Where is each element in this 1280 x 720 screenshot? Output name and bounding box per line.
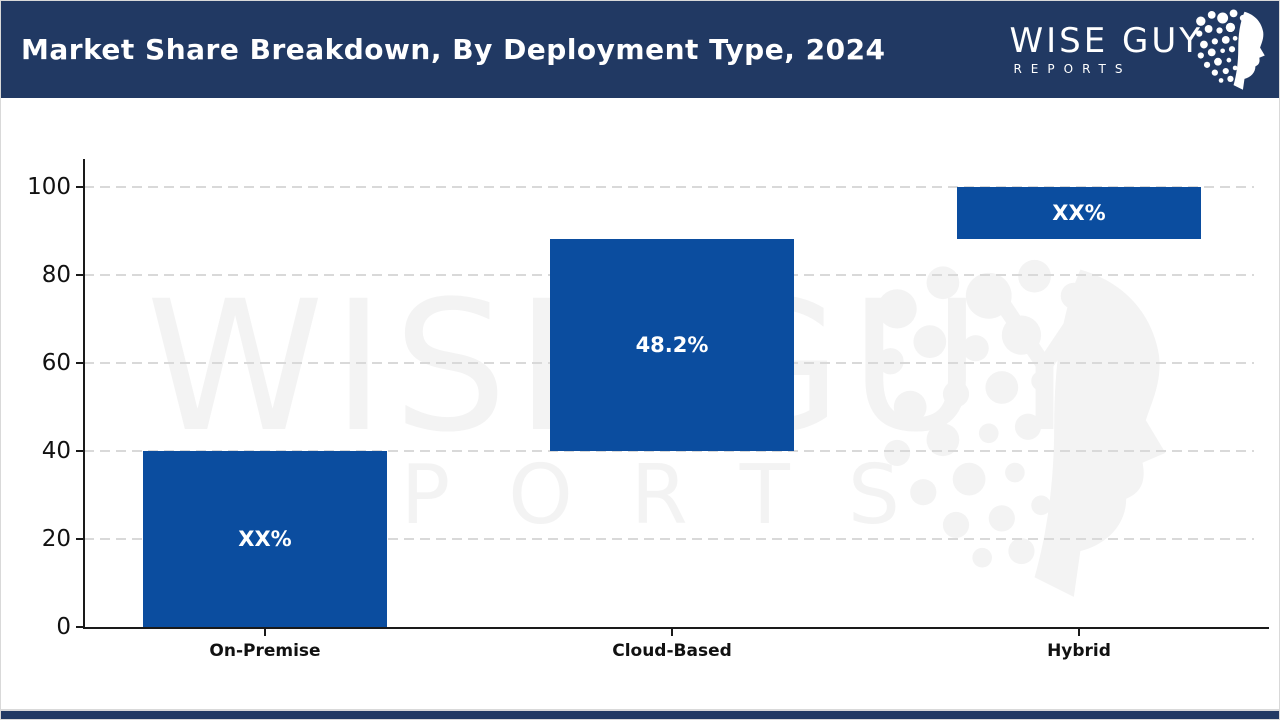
footer-divider <box>1 709 1279 711</box>
chart-title: Market Share Breakdown, By Deployment Ty… <box>21 33 886 66</box>
footer-band <box>1 711 1279 719</box>
y-tick-label-40: 40 <box>41 438 71 464</box>
watermark-head-icon <box>877 259 1166 597</box>
x-tick-1 <box>671 629 673 636</box>
y-tick-80 <box>76 274 83 276</box>
gridline-y40 <box>84 450 1254 452</box>
gridline-y20 <box>84 538 1254 540</box>
y-tick-label-60: 60 <box>41 350 71 376</box>
bar-on-premise: XX% <box>143 451 387 627</box>
x-tick-label-2: Hybrid <box>1047 641 1111 661</box>
y-tick-20 <box>76 538 83 540</box>
bar-value-label: XX% <box>238 527 292 551</box>
y-tick-100 <box>76 186 83 188</box>
bar-cloud-based: 48.2% <box>550 238 794 451</box>
x-tick-0 <box>264 629 266 636</box>
bar-hybrid: XX% <box>957 187 1201 239</box>
bar-value-label: XX% <box>1052 200 1106 225</box>
x-axis-spine <box>83 627 1269 629</box>
y-tick-label-100: 100 <box>27 174 71 200</box>
x-tick-2 <box>1078 629 1080 636</box>
gridline-y100 <box>84 186 1254 188</box>
logo-wordmark: WISE GUY <box>1009 21 1203 61</box>
plot-area: WISE GUY REPORTS 0 20 40 60 80 100 XX% On-Premi… <box>1 98 1279 712</box>
x-tick-label-0: On-Premise <box>209 641 321 661</box>
y-axis-spine <box>83 159 85 629</box>
wiseguy-head-icon <box>1196 9 1265 90</box>
wiseguy-logo-text: WISE GUY REPORTS <box>1009 24 1203 76</box>
logo-subtitle: REPORTS <box>1013 62 1132 76</box>
x-tick-label-1: Cloud-Based <box>612 641 732 661</box>
header-band: Market Share Breakdown, By Deployment Ty… <box>1 1 1279 98</box>
y-tick-60 <box>76 362 83 364</box>
bar-value-label: 48.2% <box>635 332 709 357</box>
y-tick-label-20: 20 <box>41 526 71 552</box>
y-tick-label-80: 80 <box>41 262 71 288</box>
wiseguy-logo: WISE GUY REPORTS <box>1009 5 1271 95</box>
y-tick-label-0: 0 <box>56 614 71 640</box>
y-tick-0 <box>76 626 83 628</box>
y-tick-40 <box>76 450 83 452</box>
